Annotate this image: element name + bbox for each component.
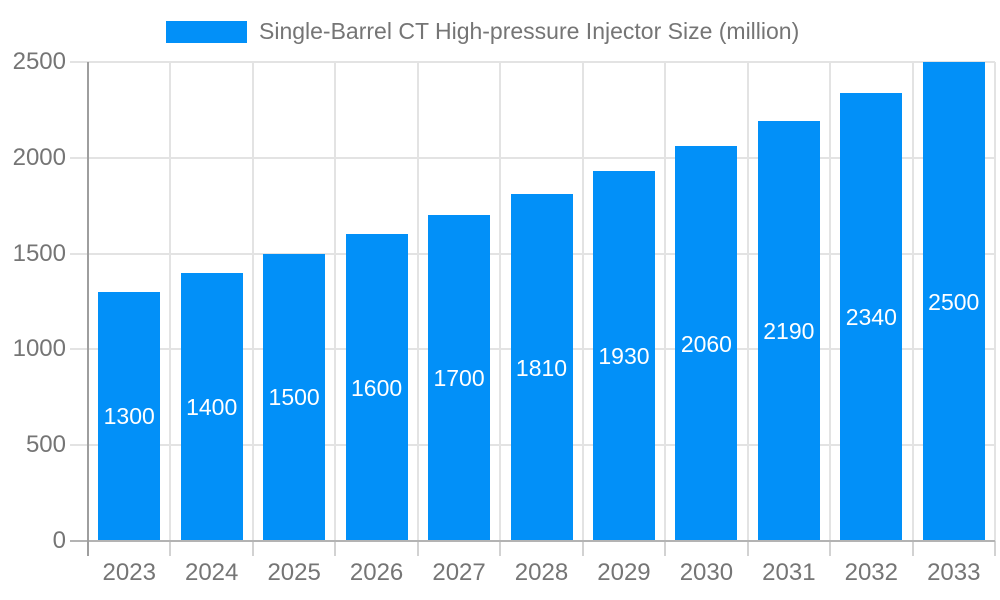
y-axis-label: 500 — [25, 431, 66, 459]
bar-value-label: 1600 — [351, 374, 403, 401]
bar[interactable] — [592, 171, 655, 541]
bar[interactable] — [263, 253, 326, 541]
bar-value-label: 2060 — [680, 330, 732, 357]
x-axis-baseline — [70, 540, 995, 542]
bar-value-label: 1930 — [598, 343, 650, 370]
legend-swatch — [166, 21, 247, 43]
y-axis-label: 0 — [52, 527, 66, 554]
x-axis-tick — [581, 541, 584, 556]
x-axis-tick — [334, 541, 337, 556]
x-axis-label: 2031 — [762, 559, 816, 586]
bar[interactable] — [345, 234, 408, 541]
y-axis-label: 1000 — [12, 335, 66, 363]
x-axis-tick — [829, 541, 832, 556]
x-axis-tick — [416, 541, 419, 556]
x-axis-tick — [994, 541, 996, 556]
x-axis-label: 2032 — [844, 559, 898, 586]
y-axis-label: 2500 — [12, 48, 66, 75]
bar-value-label: 2190 — [763, 318, 815, 345]
gridline-vertical — [334, 62, 337, 541]
gridline-vertical — [664, 62, 667, 541]
bar[interactable] — [757, 121, 820, 541]
gridline-vertical — [994, 62, 996, 541]
y-axis-label: 2000 — [12, 143, 66, 171]
bar[interactable] — [840, 92, 903, 541]
gridline-vertical — [746, 62, 749, 541]
bar[interactable] — [510, 194, 573, 541]
bar-value-label: 1700 — [433, 365, 485, 392]
x-axis-tick — [499, 541, 502, 556]
y-axis-label: 1500 — [12, 239, 66, 267]
gridline-vertical — [829, 62, 832, 541]
bar[interactable] — [98, 291, 161, 541]
bar-value-label: 2340 — [845, 303, 897, 330]
gridline-vertical — [169, 62, 172, 541]
gridline-vertical — [251, 62, 254, 541]
bar[interactable] — [922, 62, 985, 541]
x-axis-label: 2029 — [597, 559, 651, 586]
bar-value-label: 1300 — [103, 403, 155, 430]
bar[interactable] — [180, 272, 243, 541]
bar-value-label: 1500 — [268, 384, 320, 411]
x-axis-label: 2026 — [349, 559, 404, 586]
bar[interactable] — [428, 215, 491, 541]
x-axis-tick — [746, 541, 749, 556]
x-axis-tick — [911, 541, 914, 556]
x-axis-label: 2023 — [102, 559, 156, 586]
x-axis-tick — [169, 541, 172, 556]
gridline-vertical — [416, 62, 419, 541]
x-axis-tick — [664, 541, 667, 556]
gridline-vertical — [911, 62, 914, 541]
x-axis-label: 2028 — [514, 559, 569, 586]
bar-value-label: 2500 — [928, 288, 980, 315]
gridline-horizontal — [70, 156, 995, 159]
chart-title: Single-Barrel CT High-pressure Injector … — [259, 18, 800, 44]
x-axis-label: 2025 — [267, 559, 321, 586]
bar-value-label: 1400 — [186, 393, 238, 420]
y-axis-line — [87, 62, 89, 556]
gridline-vertical — [581, 62, 584, 541]
x-axis-label: 2027 — [432, 559, 486, 586]
bar-value-label: 1810 — [515, 354, 568, 381]
x-axis-label: 2033 — [927, 559, 981, 586]
gridline-horizontal — [70, 61, 995, 63]
x-axis-label: 2024 — [184, 559, 239, 586]
x-axis-label: 2030 — [679, 559, 734, 586]
gridline-vertical — [499, 62, 502, 541]
x-axis-tick — [251, 541, 254, 556]
bar[interactable] — [675, 146, 738, 541]
